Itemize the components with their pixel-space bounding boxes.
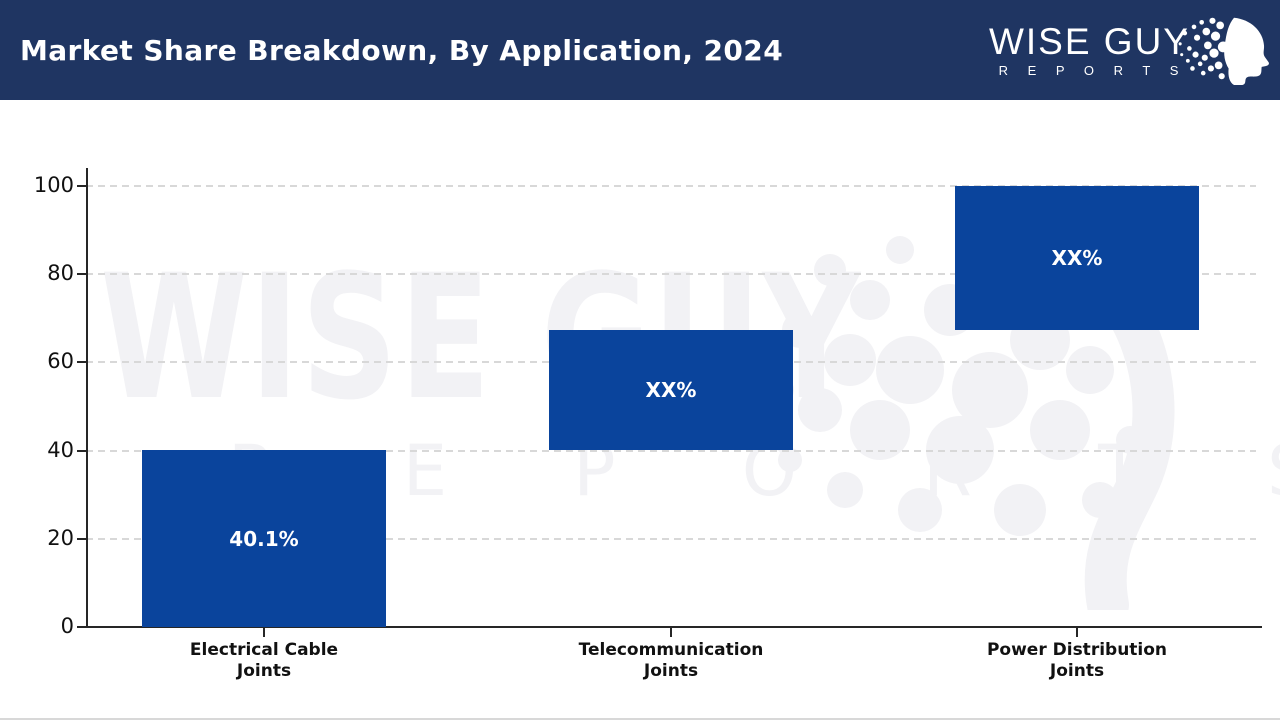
- y-axis-line: [86, 168, 88, 628]
- bar-telecommunication: XX%: [549, 330, 793, 451]
- x-category-label-0: Electrical Cable Joints: [104, 640, 424, 682]
- head-profile-icon: [1178, 17, 1269, 85]
- x-tick-1: [670, 628, 672, 637]
- gridline-80: [86, 273, 1256, 276]
- y-tick-label-80: 80: [47, 261, 74, 286]
- y-tick-label-100: 100: [33, 173, 74, 197]
- x-category-label-line: Electrical Cable: [189, 640, 339, 660]
- gridline-20: [86, 537, 1256, 540]
- y-tick-label-60: 60: [47, 349, 74, 374]
- y-tick-label-40: 40: [47, 437, 74, 462]
- logo-wordmark: WISE GUY: [988, 21, 1190, 62]
- bar-electrical-cable: 40.1%: [142, 450, 386, 627]
- logo-text: WISE GUY R E P O R T S: [989, 23, 1190, 77]
- x-axis-line: [86, 626, 1262, 628]
- x-category-label-line: Power Distribution: [986, 640, 1168, 660]
- bar-value-label: XX%: [645, 378, 697, 403]
- logo-subtitle: R E P O R T S: [998, 63, 1187, 78]
- page-title: Market Share Breakdown, By Application, …: [20, 33, 784, 67]
- x-category-label-line: Joints: [643, 661, 699, 681]
- y-tick-20: [77, 537, 86, 540]
- x-tick-2: [1076, 628, 1078, 637]
- gridline-40: [86, 449, 1256, 452]
- y-tick-label-20: 20: [47, 525, 74, 550]
- x-tick-0: [263, 628, 265, 637]
- y-tick-label-0: 0: [60, 614, 74, 638]
- wise-guy-reports-logo: WISE GUY R E P O R T S: [989, 0, 1280, 100]
- x-category-label-line: Telecommunication: [578, 640, 764, 660]
- y-tick-60: [77, 361, 86, 364]
- y-tick-40: [77, 449, 86, 452]
- x-category-label-line: Joints: [236, 661, 292, 681]
- bar-power-distribution: XX%: [955, 186, 1199, 331]
- gridline-100: [86, 185, 1256, 187]
- bar-value-label: XX%: [1051, 246, 1103, 271]
- footer-divider: [0, 718, 1280, 720]
- x-category-label-1: Telecommunication Joints: [511, 640, 831, 682]
- y-tick-80: [77, 273, 86, 276]
- y-tick-0: [77, 626, 86, 628]
- y-tick-100: [77, 185, 86, 187]
- x-category-label-line: Joints: [1049, 661, 1105, 681]
- header-bar: Market Share Breakdown, By Application, …: [0, 0, 1280, 100]
- x-category-label-2: Power Distribution Joints: [917, 640, 1237, 682]
- bar-value-label: 40.1%: [229, 526, 299, 551]
